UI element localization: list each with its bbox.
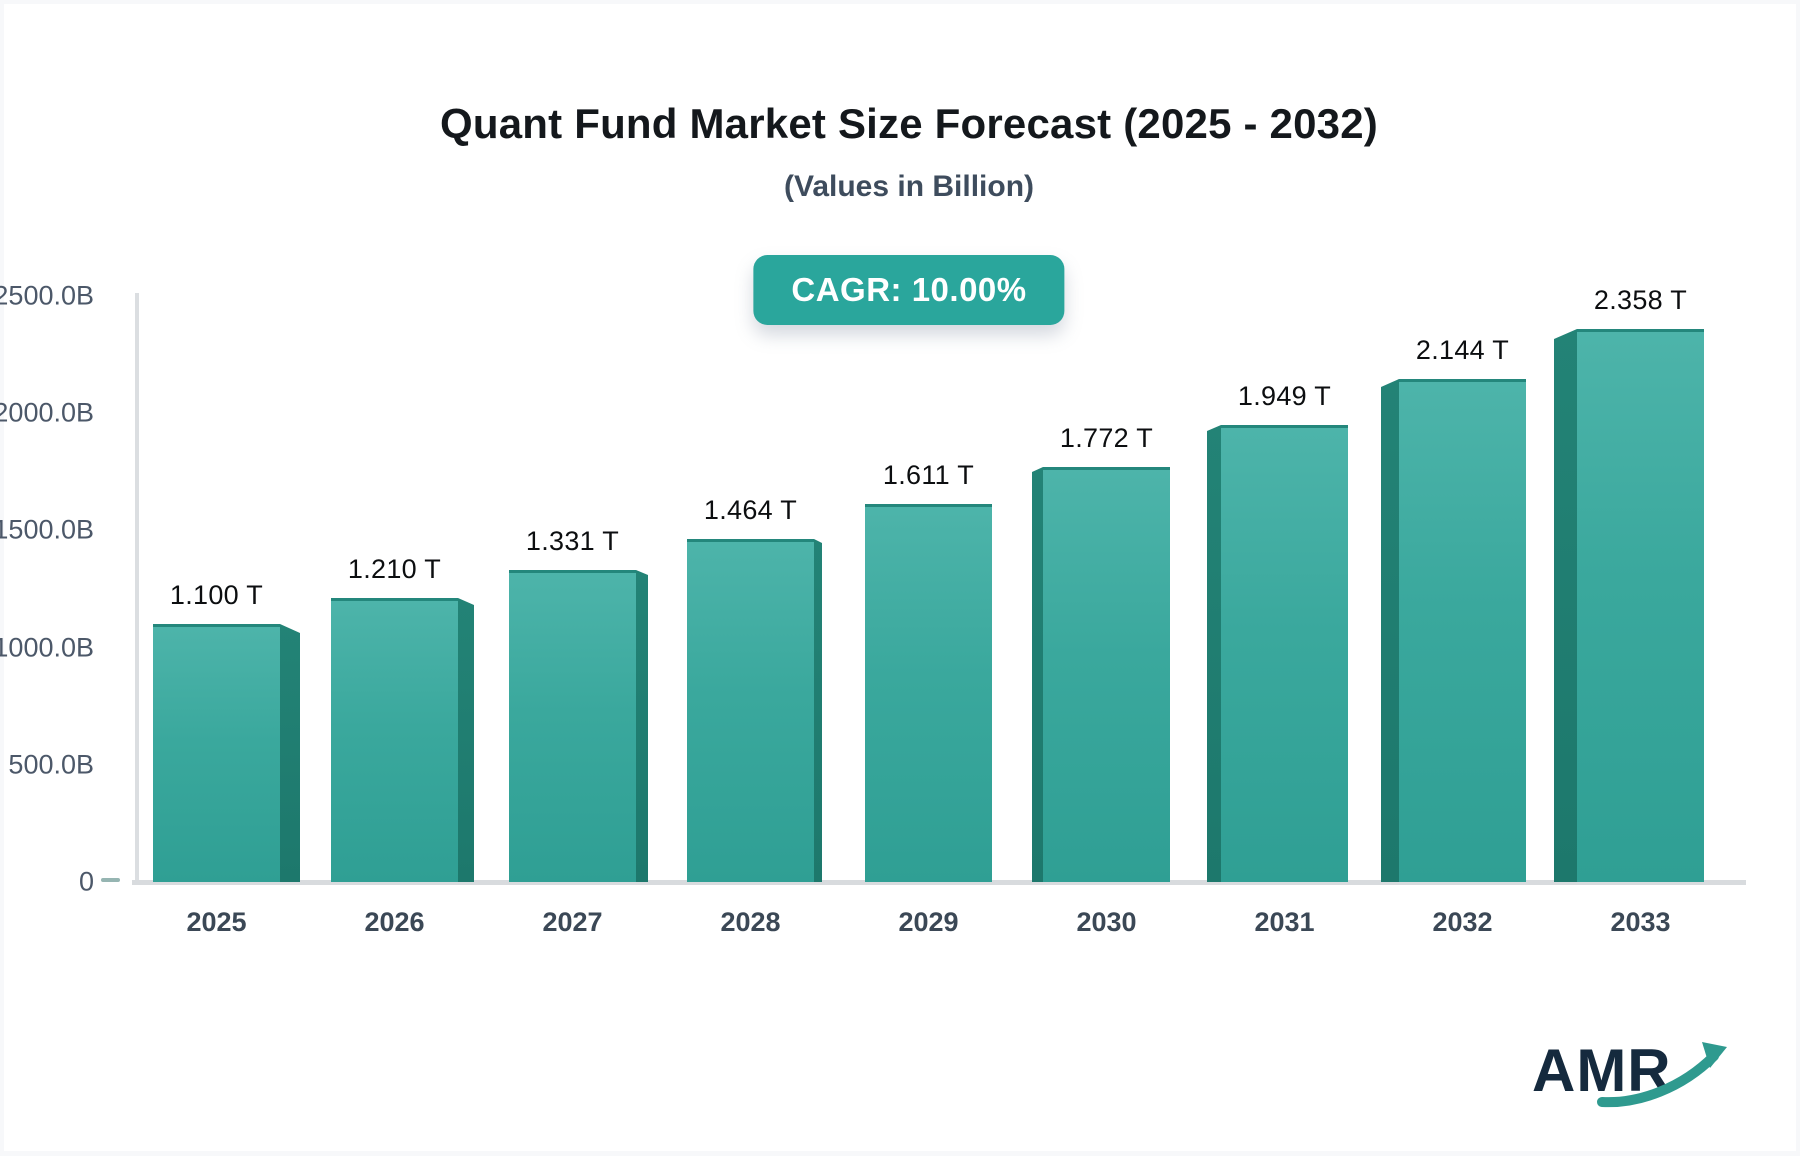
bar-3d-side [1032, 467, 1043, 882]
bar-value-label: 2.144 T [1415, 335, 1510, 365]
bar-face[interactable] [153, 624, 280, 882]
bar-3d-side [280, 624, 300, 882]
bar-face[interactable] [1221, 425, 1348, 882]
x-axis-tick-label: 2026 [364, 907, 425, 937]
y-axis-tick-label: 1000.0B [0, 632, 94, 663]
y-axis-tick-label: 2500.0B [0, 280, 94, 311]
bar-face[interactable] [687, 539, 814, 882]
y-axis-line [135, 293, 139, 883]
chart-subtitle: (Values in Billion) [783, 170, 1035, 203]
bar-3d-side [1554, 329, 1577, 882]
x-axis-tick-label: 2025 [186, 907, 247, 937]
x-axis-tick-label: 2033 [1610, 907, 1671, 937]
x-axis-tick-label: 2029 [898, 907, 959, 937]
bar-face[interactable] [1577, 329, 1704, 882]
x-axis-tick-label: 2031 [1254, 907, 1315, 937]
bar-value-label: 1.464 T [703, 495, 798, 525]
bar-value-label: 1.611 T [882, 460, 975, 490]
bar-3d-side [458, 598, 474, 882]
bar-face[interactable] [1043, 467, 1170, 882]
x-axis-tick-label: 2027 [542, 907, 603, 937]
bar-face[interactable] [865, 504, 992, 882]
x-axis-tick-label: 2030 [1076, 907, 1137, 937]
bar-3d-side [1207, 425, 1221, 882]
y-axis-tick-label: 1500.0B [0, 514, 94, 545]
bar-value-label: 1.100 T [169, 580, 264, 610]
y-axis-tick-label: 2000.0B [0, 397, 94, 428]
brand-logo: AMR [1532, 1036, 1732, 1108]
chart-title: Quant Fund Market Size Forecast (2025 - … [440, 100, 1378, 147]
bar-value-label: 1.949 T [1237, 381, 1332, 411]
bar-3d-side [1381, 379, 1399, 882]
bar-face[interactable] [1399, 379, 1526, 882]
bar-face[interactable] [509, 570, 636, 882]
bar-value-label: 2.358 T [1593, 285, 1688, 315]
bar-value-label: 1.331 T [525, 526, 620, 556]
zero-tick-mark [101, 878, 120, 882]
cagr-badge: CAGR: 10.00% [753, 255, 1065, 325]
chart-card: Quant Fund Market Size Forecast (2025 - … [0, 4, 1796, 1151]
trend-up-arrow-icon [1597, 1042, 1727, 1108]
bar-value-label: 1.772 T [1059, 423, 1154, 453]
bar-face[interactable] [331, 598, 458, 882]
y-axis-tick-label: 0 [78, 866, 94, 897]
x-axis-tick-label: 2028 [720, 907, 781, 937]
x-axis-tick-label: 2032 [1432, 907, 1493, 937]
bar-value-label: 1.210 T [347, 554, 442, 584]
bar-3d-side [636, 570, 648, 882]
y-axis-tick-label: 500.0B [8, 749, 94, 780]
x-axis-line [132, 880, 1746, 885]
bar-3d-side [814, 539, 822, 882]
